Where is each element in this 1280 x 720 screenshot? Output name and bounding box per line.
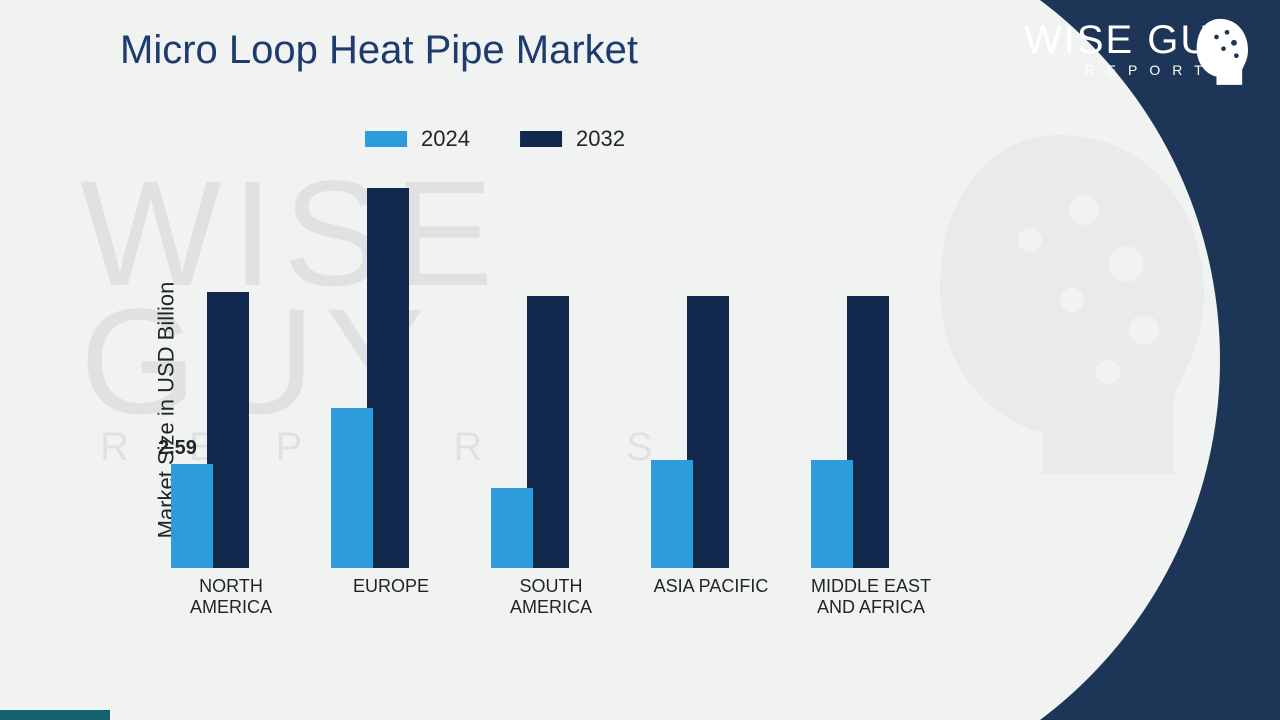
category-label: EUROPE	[321, 576, 461, 597]
legend: 2024 2032	[365, 126, 625, 152]
legend-swatch-2024	[365, 131, 407, 147]
plot-area: NORTH AMERICAEUROPESOUTH AMERICAASIA PAC…	[115, 168, 930, 568]
category-label: NORTH AMERICA	[161, 576, 301, 617]
legend-label-2024: 2024	[421, 126, 470, 152]
stage: WISE GUY REPORTS WISE GUY REPORTS Micro …	[0, 0, 1280, 720]
brand-logo: WISE GUY REPORTS	[980, 20, 1240, 78]
legend-swatch-2032	[520, 131, 562, 147]
value-label: 2.59	[158, 437, 197, 460]
bar-2032	[687, 296, 729, 568]
category-label: ASIA PACIFIC	[641, 576, 781, 597]
legend-item-2024: 2024	[365, 126, 470, 152]
bar-2024	[651, 460, 693, 568]
category-label: MIDDLE EAST AND AFRICA	[801, 576, 941, 617]
watermark-head-icon	[910, 120, 1210, 480]
bottom-accent-bar	[0, 710, 110, 720]
bar-2024	[171, 464, 213, 568]
legend-item-2032: 2032	[520, 126, 625, 152]
bar-2024	[811, 460, 853, 568]
category-label: SOUTH AMERICA	[481, 576, 621, 617]
chart-area: Market Size in USD Billion 2024 2032 NOR…	[60, 150, 930, 670]
bar-2024	[331, 408, 373, 568]
bar-2024	[491, 488, 533, 568]
bar-2032	[527, 296, 569, 568]
bar-2032	[367, 188, 409, 568]
bar-2032	[207, 292, 249, 568]
logo-head-icon	[1190, 16, 1250, 86]
bar-2032	[847, 296, 889, 568]
legend-label-2032: 2032	[576, 126, 625, 152]
chart-title: Micro Loop Heat Pipe Market	[120, 28, 638, 73]
